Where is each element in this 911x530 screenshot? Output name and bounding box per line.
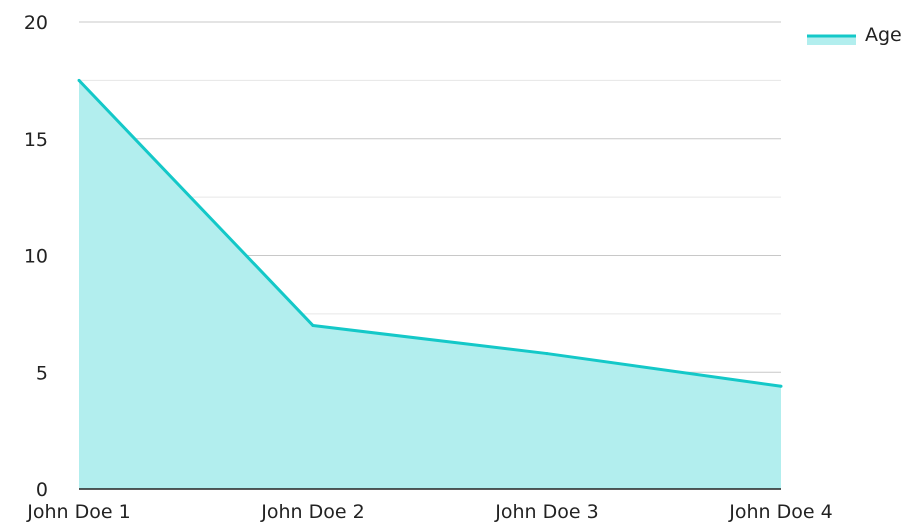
data-point [77, 78, 81, 82]
data-point [311, 324, 315, 328]
series-area-fill [79, 80, 781, 489]
y-tick-label: 0 [36, 479, 48, 501]
legend-swatch-fill [807, 36, 856, 45]
x-axis-ticks: John Doe 1 John Doe 2 John Doe 3 John Doe 4 [26, 501, 832, 523]
y-tick-label: 5 [36, 362, 48, 384]
x-tick-label: John Doe 4 [728, 501, 832, 523]
series-area-layer [77, 78, 783, 489]
y-axis-ticks: 0 5 10 15 20 [24, 12, 48, 501]
legend: Age [807, 24, 902, 46]
x-tick-label: John Doe 2 [260, 501, 364, 523]
y-tick-label: 15 [24, 129, 48, 151]
legend-label: Age [865, 24, 902, 46]
series-line [77, 79, 782, 388]
y-tick-label: 10 [24, 246, 48, 268]
x-tick-label: John Doe 1 [26, 501, 130, 523]
data-point [545, 352, 549, 356]
data-point [779, 384, 783, 388]
x-tick-label: John Doe 3 [494, 501, 598, 523]
y-tick-label: 20 [24, 12, 48, 34]
